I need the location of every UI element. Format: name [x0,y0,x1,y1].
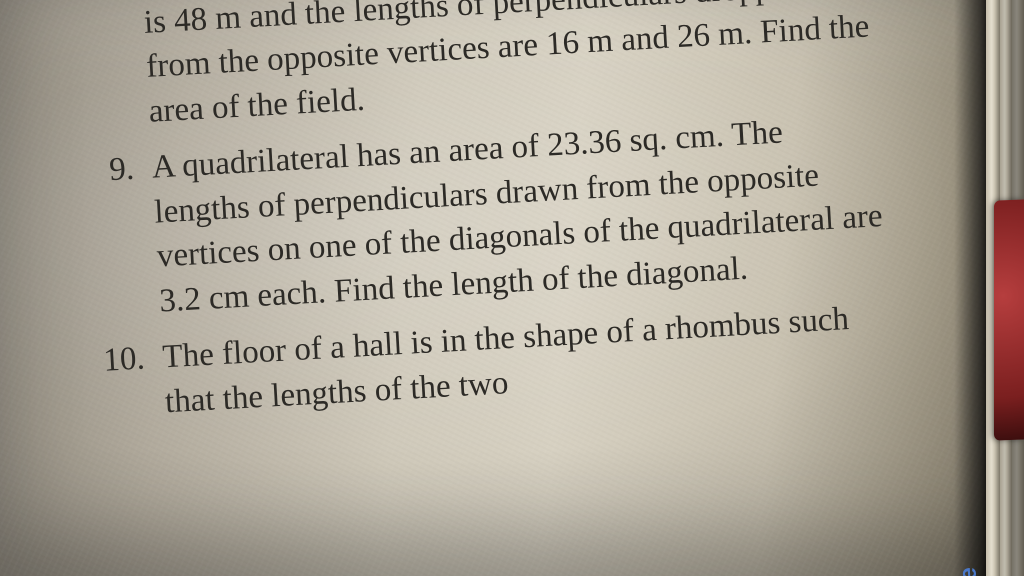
red-bookmark-tab [994,199,1024,440]
photo-scene: the other diagonal. 8. The length of a d… [0,0,1024,576]
problem-8-number: 8. [52,0,142,5]
textbook-page: the other diagonal. 8. The length of a d… [50,0,898,442]
problem-9-text: A quadrilateral has an area of 23.36 sq.… [151,105,892,324]
problem-9-number: 9. [63,146,153,195]
problem-10-number: 10. [74,336,164,385]
margin-label: Me [954,566,984,576]
problem-9: 9. A quadrilateral has an area of 23.36 … [63,105,892,329]
